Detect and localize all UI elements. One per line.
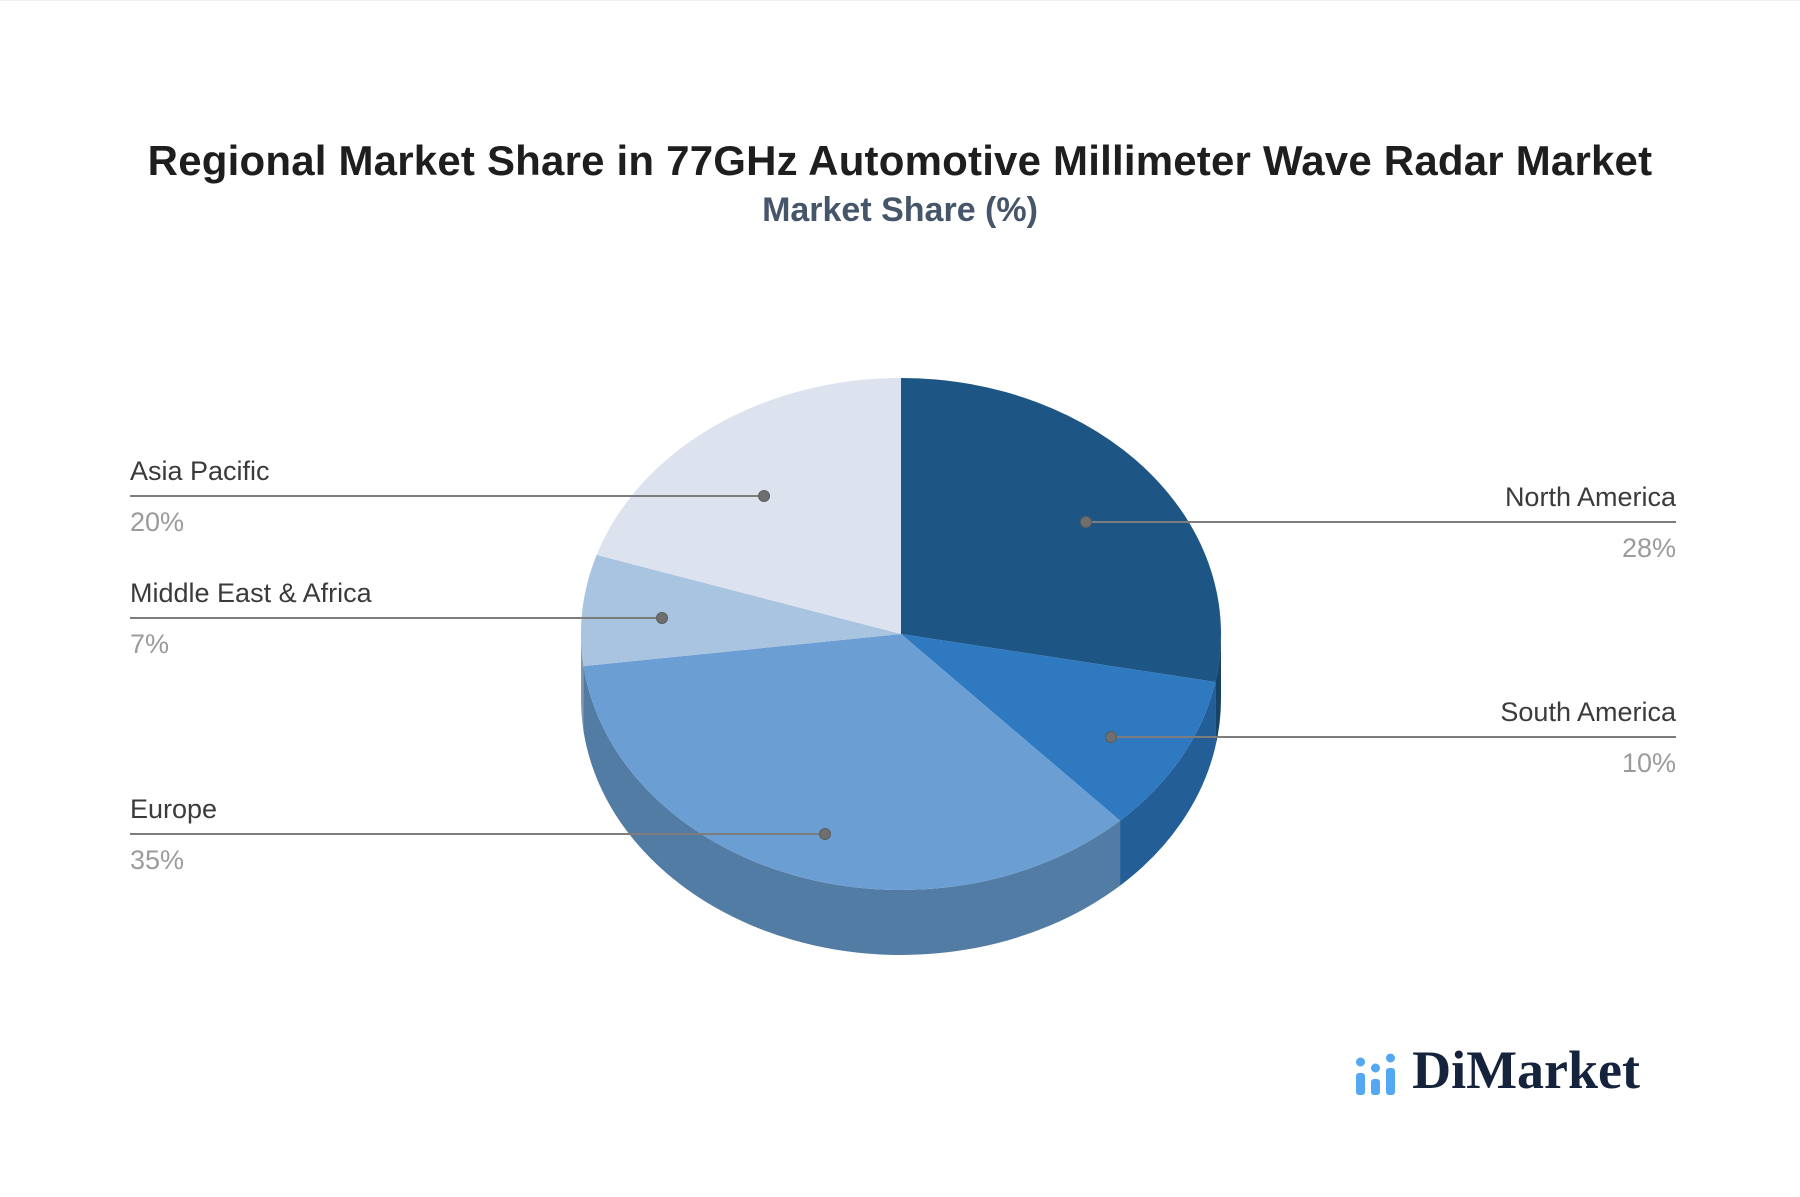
- slice-percent: 10%: [1621, 748, 1676, 778]
- pie-slice-side-north-america: [1215, 634, 1221, 747]
- logo-bar: [1386, 1068, 1396, 1095]
- leader-dot-south-america: [1105, 731, 1117, 743]
- pie-slice-middle-east-africa: [581, 554, 901, 667]
- leader-dot-europe: [819, 828, 831, 840]
- logo-dot: [1386, 1053, 1396, 1063]
- brand-name: DiMarket: [1412, 1040, 1640, 1100]
- leader-dot-middle-east-africa: [656, 612, 668, 624]
- pie-slice-side-europe: [583, 666, 1121, 955]
- chart-title: Regional Market Share in 77GHz Automotiv…: [147, 137, 1653, 184]
- pie-slice-side-middle-east-africa: [581, 634, 584, 732]
- pie-slice-europe: [583, 634, 1121, 890]
- logo-bar: [1371, 1079, 1381, 1095]
- slice-percent: 28%: [1621, 533, 1676, 563]
- slice-percent: 20%: [130, 507, 185, 537]
- logo-dot: [1371, 1063, 1381, 1073]
- brand-logo: DiMarket: [1356, 1041, 1640, 1097]
- slice-name: Europe: [130, 794, 218, 824]
- pie-slice-asia-pacific: [596, 378, 901, 634]
- chart-subtitle: Market Share (%): [762, 191, 1038, 229]
- pie-slice-south-america: [901, 634, 1216, 821]
- slice-percent: 7%: [130, 629, 170, 659]
- pie-slice-side-south-america: [1120, 681, 1216, 886]
- leader-dot-north-america: [1080, 516, 1092, 528]
- slice-name: South America: [1500, 697, 1676, 727]
- leader-dot-asia-pacific: [758, 490, 770, 502]
- slice-percent: 35%: [130, 845, 185, 875]
- pie-slice-north-america: [901, 378, 1221, 682]
- bar-chart-logo-icon: [1356, 1053, 1396, 1095]
- slice-name: Middle East & Africa: [130, 578, 372, 608]
- logo-dot: [1356, 1057, 1366, 1067]
- logo-bar: [1356, 1073, 1366, 1095]
- slice-name: Asia Pacific: [130, 456, 270, 486]
- slice-name: North America: [1504, 482, 1676, 512]
